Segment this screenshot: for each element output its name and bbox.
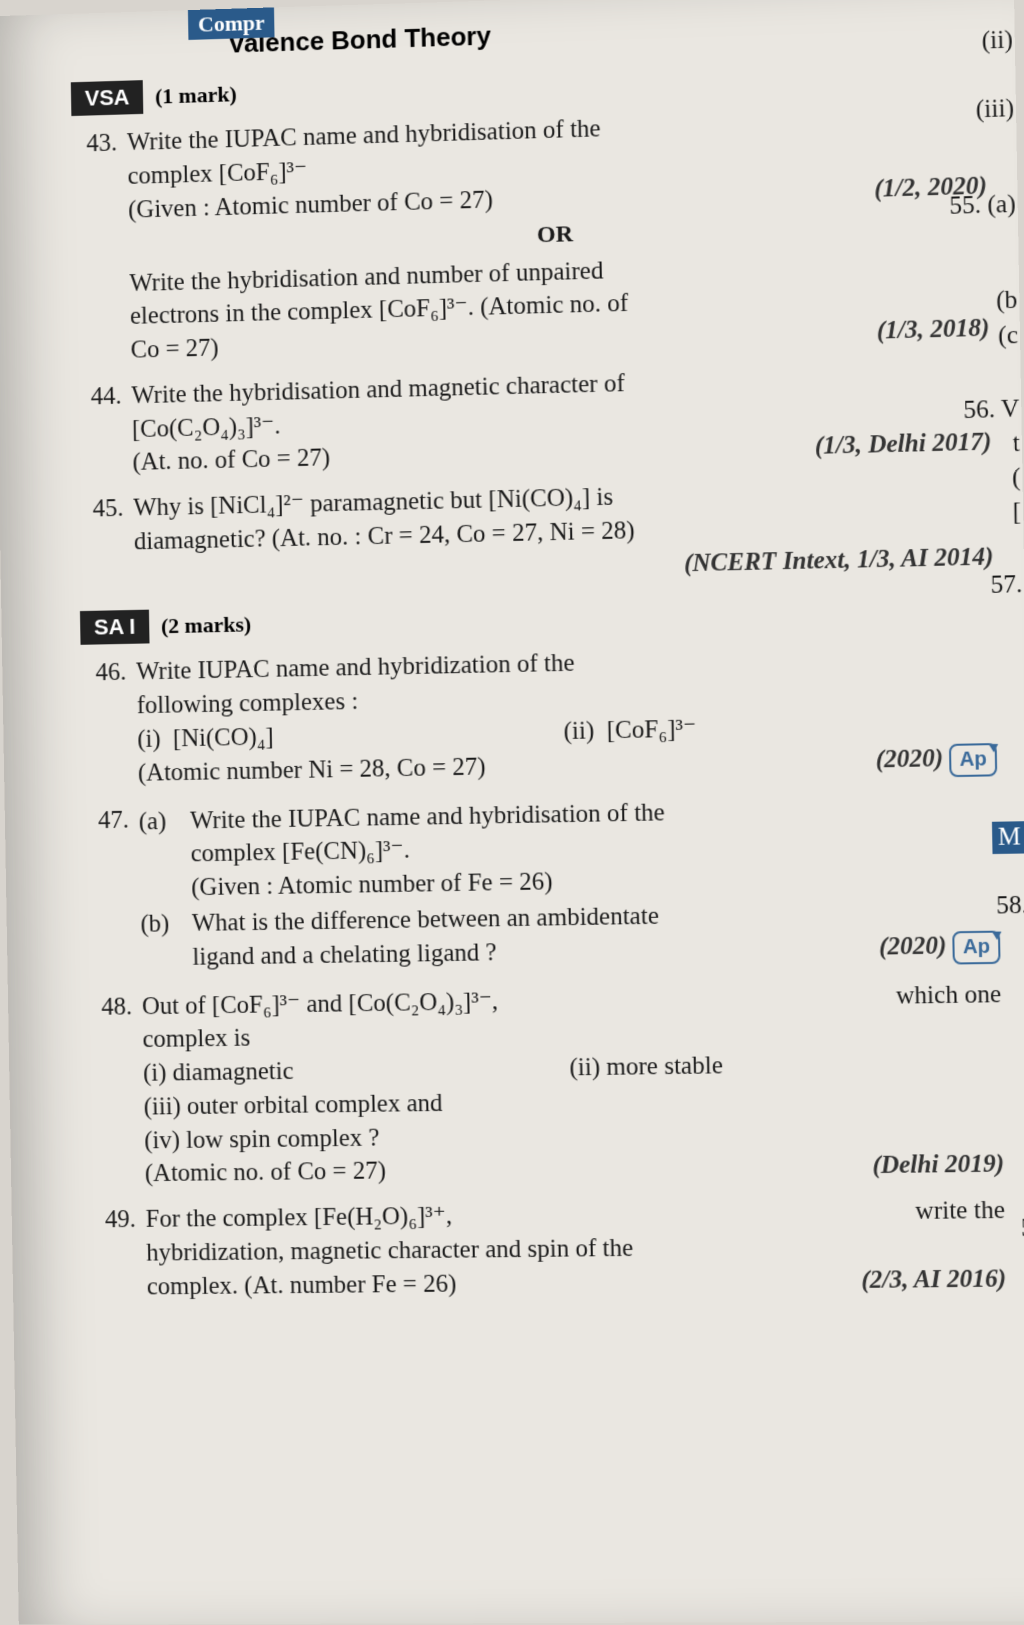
formula: [CoF₆]³⁻. [379, 294, 475, 323]
question-44: 44. Write the hybridisation and magnetic… [76, 357, 1022, 481]
opt-ii-label: (ii) [563, 717, 594, 745]
edge-text: (iii) [976, 95, 1015, 124]
edge-text: [ [1012, 498, 1021, 526]
vsa-badge: VSA [71, 80, 144, 116]
formula: [CoF₆]³⁻ [607, 715, 697, 744]
qnum: 49. [90, 1203, 147, 1304]
edge-text: 55. (a) [949, 191, 1016, 221]
question-49: 49. For the complex [Fe(H₂O)₆]³⁺, write … [90, 1194, 1024, 1305]
question-46: 46. Write IUPAC name and hybridization o… [81, 638, 1024, 792]
year-ref: (1/3, 2018) [876, 312, 989, 349]
sa1-marks: (2 marks) [161, 612, 251, 639]
qnum: 44. [76, 379, 133, 481]
qnum: 48. [87, 990, 146, 1192]
qbody: Out of [CoF₆]³⁻ and [Co(C₂O₄)₃]³⁻, which… [142, 977, 1024, 1191]
part-a-label: (a) [139, 804, 192, 905]
qbody: (a) Write the IUPAC name and hybridisati… [138, 787, 1024, 978]
formula: [CoF₆]³⁻ [212, 991, 301, 1019]
qbody: Write the IUPAC name and hybridisation o… [127, 100, 1020, 368]
year-ref: (Delhi 2019) [872, 1148, 1004, 1183]
opt-i-label: (i) [137, 726, 161, 753]
vsa-marks: (1 mark) [155, 81, 237, 108]
qbody: Why is [NiCl₄]²⁻ paramagnetic but [Ni(CO… [133, 471, 1024, 592]
sa1-badge: SA I [80, 610, 150, 645]
qbody: For the complex [Fe(H₂O)₆]³⁺, write the … [145, 1194, 1024, 1304]
given: Co = 27) [130, 332, 219, 368]
edge-text: 56. V [963, 396, 1019, 426]
given: (Atomic no. of Co = 27) [145, 1155, 387, 1191]
section-sa1: SA I (2 marks) [80, 592, 1024, 646]
question-48: 48. Out of [CoF₆]³⁻ and [Co(C₂O₄)₃]³⁻, w… [87, 977, 1024, 1192]
qnum: 46. [81, 656, 139, 792]
qbody: Write the hybridisation and magnetic cha… [131, 357, 1022, 480]
formula: [CoF₆]³⁻ [219, 158, 308, 187]
given: (Atomic number Ni = 28, Co = 27) [138, 751, 486, 791]
edge-text: M [992, 821, 1024, 854]
edge-text: 57. [990, 571, 1022, 600]
edge-text: t [1013, 430, 1021, 458]
year-ref: (2020) [875, 745, 943, 773]
text-line: complex. (At. number Fe = 26) [147, 1267, 457, 1303]
question-43: 43. Write the IUPAC name and hybridisati… [72, 100, 1021, 369]
edge-text: 58. [996, 892, 1024, 921]
question-47: 47. (a) Write the IUPAC name and hybridi… [83, 787, 1024, 978]
topic-bar-prefix: Compr [188, 7, 275, 40]
given: (At. no. of Co = 27) [132, 442, 330, 480]
year-ref: (2020) [879, 932, 947, 960]
question-45: 45. Why is [NiCl₄]²⁻ paramagnetic but [N… [78, 471, 1024, 593]
formula: [Co(C₂O₄)₃]³⁻, [348, 988, 498, 1017]
formula: [NiCl₄]²⁻ [210, 491, 304, 520]
text-line: ligand and a chelating ligand ? [192, 937, 497, 975]
formula: [Fe(H₂O)₆]³⁺, [314, 1203, 453, 1231]
qnum: 45. [78, 492, 135, 594]
qbody: Write IUPAC name and hybridization of th… [136, 638, 1024, 791]
edge-text: (ii) [981, 26, 1013, 55]
qnum: 43. [72, 126, 131, 369]
edge-text: ( [1012, 464, 1021, 492]
year-ref: (2/3, AI 2016) [861, 1262, 1006, 1297]
opt-ii: (ii) more stable [569, 1046, 1002, 1086]
formula: [Ni(CO)₄] [488, 484, 590, 513]
opt-i: (i) diamagnetic [143, 1051, 570, 1090]
year-ref: (1/3, Delhi 2017) [815, 426, 992, 464]
edge-text: (b [996, 287, 1018, 316]
qnum: 47. [83, 803, 141, 979]
formula: [Fe(CN)₆]³⁻. [282, 837, 410, 866]
page: Compr Valence Bond Theory VSA (1 mark) 4… [0, 0, 1024, 1625]
part-b-label: (b) [140, 907, 193, 976]
edge-text: (c [998, 322, 1018, 351]
formula: [Ni(CO)₄] [173, 723, 274, 752]
